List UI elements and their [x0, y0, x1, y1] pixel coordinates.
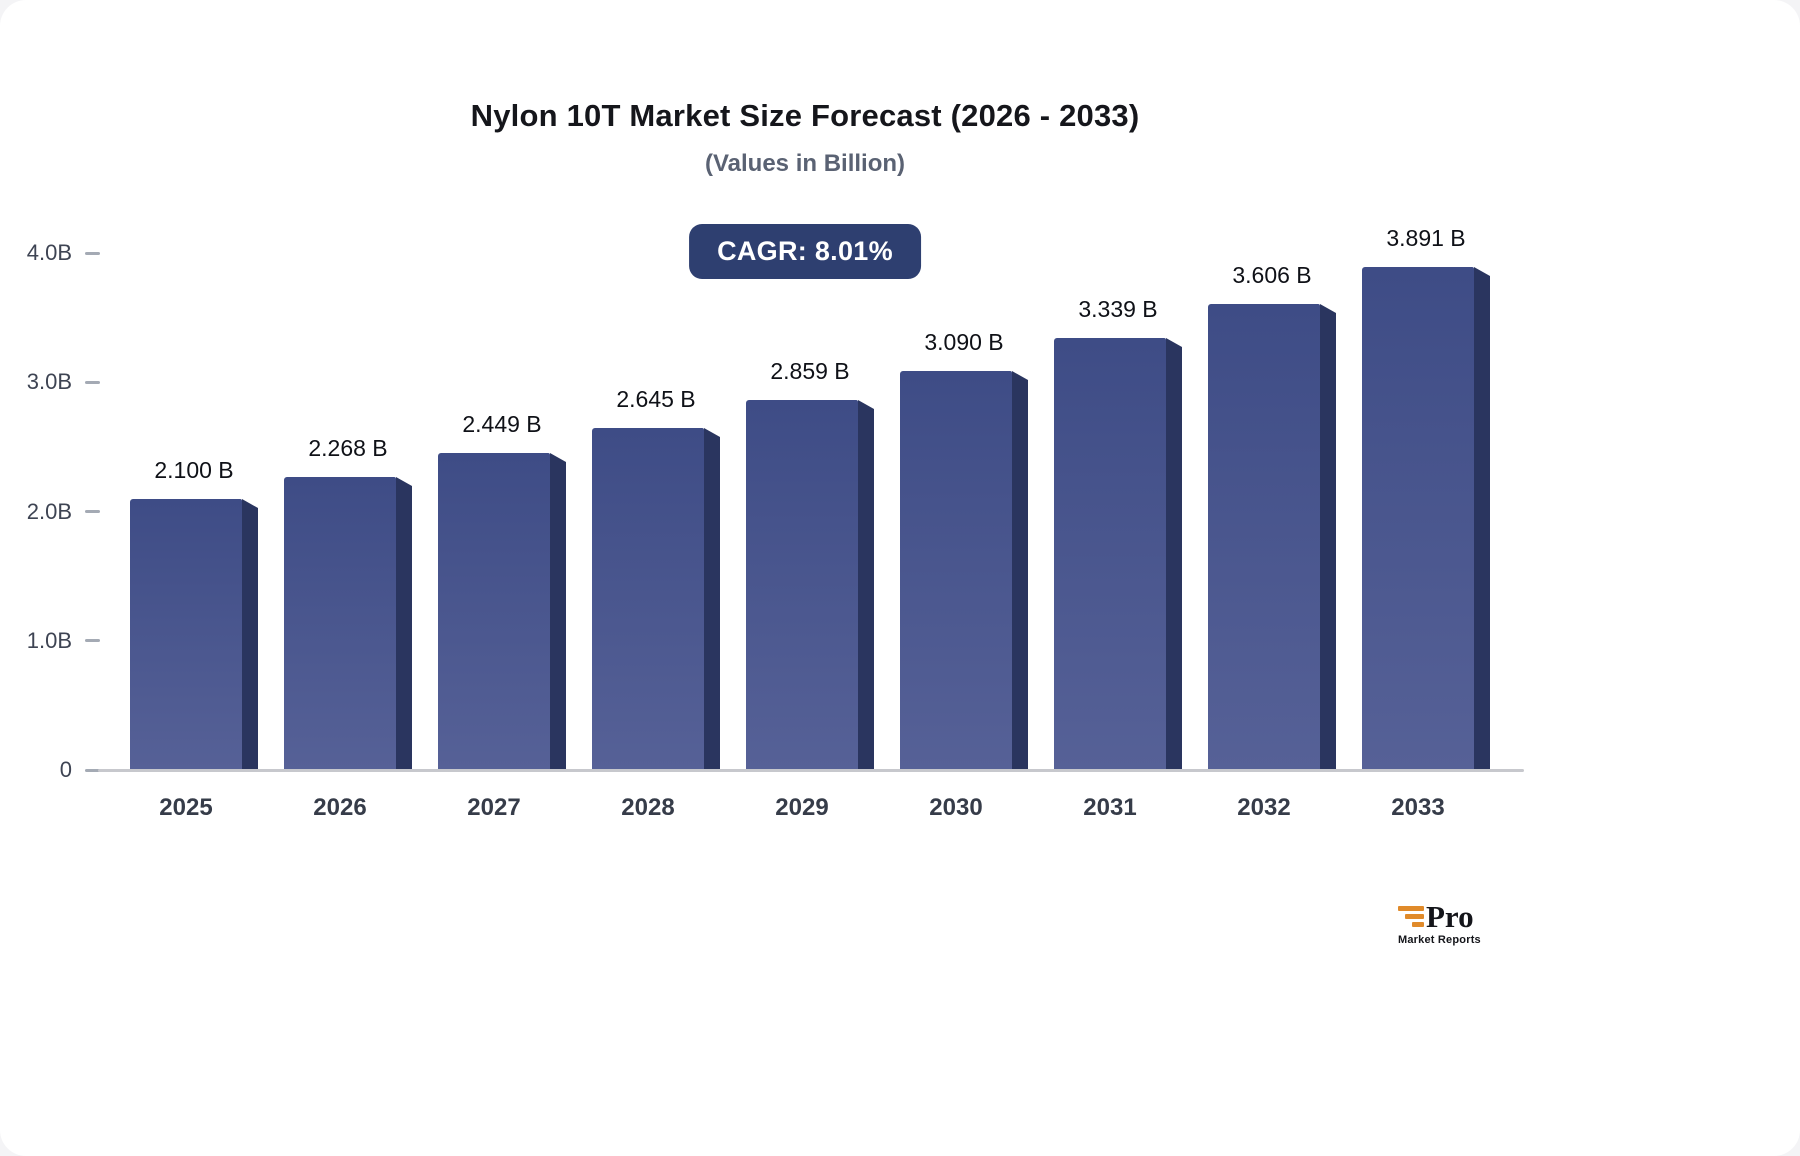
y-axis-tick-label: 1.0B	[26, 627, 72, 653]
bar	[592, 428, 704, 770]
plot-area: 4.0B 3.0B 2.0B 1.0B 0 2.100 B 2025 2.268 B 2026…	[27, 225, 1520, 821]
bar	[746, 400, 858, 770]
cagr-badge: CAGR: 8.01%	[689, 224, 921, 279]
bar-group: 2.268 B 2026	[284, 435, 412, 821]
y-axis: 4.0B 3.0B 2.0B 1.0B 0	[0, 240, 100, 782]
bar-group: 3.891 B 2033	[1362, 225, 1490, 821]
bar-side-face	[1320, 304, 1336, 770]
y-axis-tick-mark	[85, 768, 100, 772]
bar-group: 2.645 B 2028	[592, 386, 720, 821]
bar-side-face	[1166, 338, 1182, 770]
x-axis-label: 2031	[1083, 794, 1137, 821]
bar	[1208, 304, 1320, 770]
bar	[284, 477, 396, 770]
bar-side-face	[242, 499, 258, 770]
bar-value-label: 3.891 B	[1386, 225, 1466, 251]
bar-side-face	[1474, 267, 1490, 770]
bar	[130, 499, 242, 770]
x-axis-label: 2025	[159, 794, 213, 821]
bar-side-face	[1012, 371, 1028, 770]
bar	[1362, 267, 1474, 770]
bar-value-label: 3.339 B	[1078, 296, 1158, 322]
x-axis-label: 2026	[313, 794, 367, 821]
y-axis-tick: 0	[0, 757, 100, 783]
y-axis-tick-label: 2.0B	[26, 498, 72, 524]
y-axis-tick: 1.0B	[0, 628, 100, 654]
bar-value-label: 3.606 B	[1232, 262, 1312, 288]
chart-subtitle: (Values in Billion)	[704, 150, 906, 177]
bar-value-label: 2.100 B	[154, 457, 234, 483]
bar-value-label: 2.645 B	[616, 386, 696, 412]
bar-group: 2.859 B 2029	[746, 358, 874, 821]
x-axis-label: 2033	[1391, 794, 1445, 821]
x-axis-label: 2028	[621, 794, 675, 821]
bar-side-face	[550, 453, 566, 770]
bar-value-label: 2.859 B	[770, 358, 850, 384]
x-axis-line	[98, 769, 1524, 772]
y-axis-tick: 3.0B	[0, 369, 100, 395]
y-axis-tick-mark	[85, 639, 100, 643]
bar-group: 3.090 B 2030	[900, 329, 1028, 821]
logo-tagline: Market Reports	[1398, 934, 1481, 946]
bar-value-label: 2.268 B	[308, 435, 388, 461]
bar-value-label: 3.090 B	[924, 329, 1004, 355]
y-axis-tick-mark	[85, 380, 100, 384]
bars-container: 2.100 B 2025 2.268 B 2026 2.449 B 2027 2.645 B…	[100, 225, 1520, 821]
bar	[900, 371, 1012, 770]
bar-side-face	[396, 477, 412, 770]
bar-group: 3.339 B 2031	[1054, 296, 1182, 821]
logo-lines-icon	[1398, 906, 1424, 927]
bar-side-face	[858, 400, 874, 770]
x-axis-label: 2030	[929, 794, 983, 821]
y-axis-tick: 2.0B	[0, 499, 100, 525]
bar-group: 2.449 B 2027	[438, 411, 566, 821]
y-axis-tick: 4.0B	[0, 240, 100, 266]
x-axis-label: 2027	[467, 794, 521, 821]
bar-group: 3.606 B 2032	[1208, 262, 1336, 821]
y-axis-tick-label: 4.0B	[26, 240, 72, 265]
chart-title: Nylon 10T Market Size Forecast (2026 - 2…	[470, 98, 1140, 133]
x-axis-label: 2032	[1237, 794, 1291, 821]
x-axis-label: 2029	[775, 794, 829, 821]
y-axis-tick-mark	[85, 251, 100, 255]
bar-side-face	[704, 428, 720, 770]
bar-value-label: 2.449 B	[462, 411, 542, 437]
y-axis-tick-label: 0	[59, 757, 72, 782]
y-axis-tick-label: 3.0B	[26, 369, 72, 395]
bar-group: 2.100 B 2025	[130, 457, 258, 821]
brand-logo: Pro Market Reports	[1398, 901, 1481, 946]
bar	[1054, 338, 1166, 770]
bar	[438, 453, 550, 770]
y-axis-tick-mark	[85, 510, 100, 513]
logo-brand-text: Pro	[1426, 899, 1474, 934]
